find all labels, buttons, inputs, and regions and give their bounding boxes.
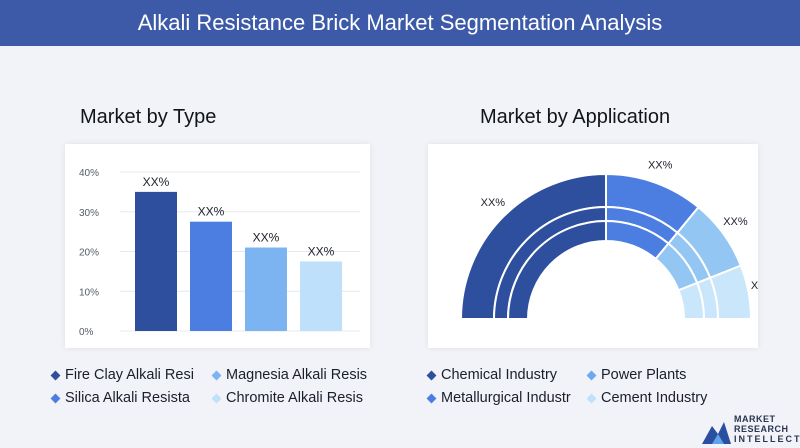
y-tick-label: 0% [79,327,94,338]
legend-item-app-2: Metallurgical Industr [426,390,571,406]
market-research-intellect-logo: MARKET RESEARCH INTELLECT [700,410,800,448]
legend-item-type-1: Magnesia Alkali Resis [211,367,368,383]
legend-marker-icon [586,370,597,380]
y-tick-label: 40% [79,168,99,179]
logo-mountain-icon [702,422,731,444]
legend-label: Magnesia Alkali Resis [226,367,368,383]
page-title: Alkali Resistance Brick Market Segmentat… [137,10,663,35]
market-by-type-title: Market by Type [80,106,217,128]
semi-donut-chart: XX% XX% XX% XX% [459,159,776,320]
legend-label: Metallurgical Industr [441,390,571,406]
legend-label: Power Plants [601,367,687,383]
y-tick-label: 20% [79,248,99,259]
bar-data-label: XX% [198,205,225,219]
logo-text-line2: RESEARCH [734,424,789,434]
legend-label: Silica Alkali Resista [65,390,190,406]
legend-item-app-0: Chemical Industry [426,367,558,383]
legend-item-type-0: Fire Clay Alkali Resi [50,367,194,383]
legend-item-app-3: Cement Industry [586,390,708,406]
donut-data-label: XX% [723,216,748,228]
legend-marker-icon [586,393,597,403]
donut-chart-panel: XX% XX% XX% XX% [428,144,776,348]
donut-data-label: XX% [481,197,506,209]
bar-0 [135,191,177,331]
legend-marker-icon [50,370,61,380]
legend-marker-icon [426,370,437,380]
legend-marker-icon [426,393,437,403]
header-banner: Alkali Resistance Brick Market Segmentat… [0,0,800,46]
y-tick-label: 10% [79,287,99,298]
bar-data-label: XX% [253,231,280,245]
bar-3 [300,261,342,331]
bar-data-label: XX% [308,244,335,258]
bar-chart-panel: 0% 10% 20% 30% 40% XX% XX% XX% XX% [65,144,370,348]
legend-label: Chemical Industry [441,367,558,383]
bar-chart: 0% 10% 20% 30% 40% XX% XX% XX% XX% [79,168,360,338]
legend-marker-icon [50,393,61,403]
legend-label: Fire Clay Alkali Resi [65,367,194,383]
legend-item-type-3: Chromite Alkali Resis [211,390,363,406]
legend-marker-icon [211,370,222,380]
logo-text-line3: INTELLECT [734,434,800,444]
market-by-application-title: Market by Application [480,106,671,128]
donut-data-label: XX% [751,280,758,292]
legend-label: Cement Industry [601,390,708,406]
legend-label: Chromite Alkali Resis [226,390,363,406]
legend-item-type-2: Silica Alkali Resista [50,390,190,406]
legend-marker-icon [211,393,222,403]
bar-2 [245,247,287,331]
y-tick-label: 30% [79,208,99,219]
donut-slice-3-ring-2 [677,281,706,320]
legend-item-app-1: Power Plants [586,367,687,383]
donut-data-label: XX% [648,159,673,171]
bar-1 [190,221,232,331]
logo-text-line1: MARKET [734,414,776,424]
bar-data-label: XX% [143,175,170,189]
